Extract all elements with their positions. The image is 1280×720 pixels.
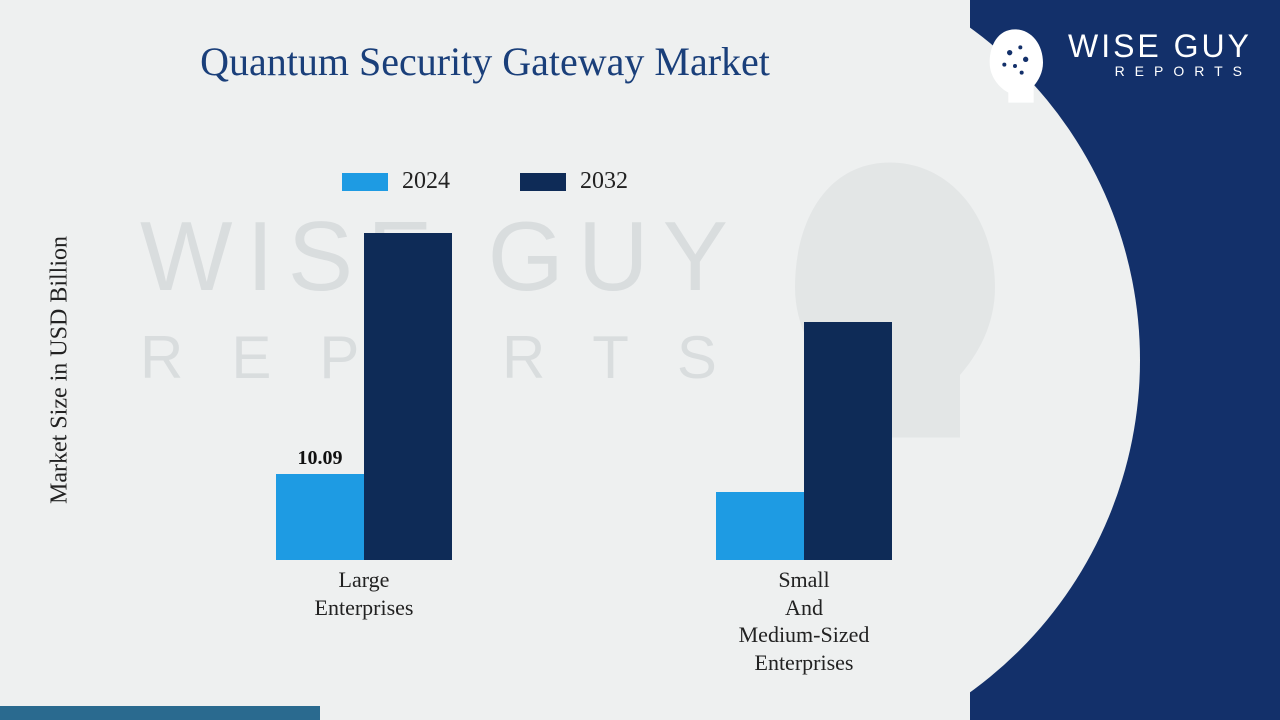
- category-label: Small And Medium-Sized Enterprises: [739, 566, 870, 676]
- plot-area: Large EnterprisesSmall And Medium-Sized …: [110, 220, 940, 560]
- category-label: Large Enterprises: [315, 566, 414, 621]
- chart-title: Quantum Security Gateway Market: [0, 38, 970, 85]
- legend-label-2024: 2024: [402, 168, 450, 195]
- legend: 2024 2032: [0, 168, 970, 195]
- bar-group: [716, 322, 892, 560]
- y-axis-label: Market Size in USD Billion: [47, 236, 74, 504]
- bar-group: [276, 233, 452, 560]
- legend-label-2032: 2032: [580, 168, 628, 195]
- accent-bar: [0, 706, 320, 720]
- bar: [804, 322, 892, 560]
- brand-logo: WISE GUY REPORTS: [1068, 28, 1252, 79]
- logo-head-icon: [980, 26, 1050, 106]
- brand-line1: WISE GUY: [1068, 28, 1252, 65]
- value-label: 10.09: [298, 447, 343, 470]
- bar: [716, 492, 804, 560]
- brand-line2: REPORTS: [1068, 63, 1252, 79]
- bar: [276, 474, 364, 560]
- legend-item-2032: 2032: [520, 168, 628, 195]
- legend-swatch-2032: [520, 173, 566, 191]
- legend-item-2024: 2024: [342, 168, 450, 195]
- legend-swatch-2024: [342, 173, 388, 191]
- chart-canvas: WISE GUY REPORTS WISE GUY REPORTS Quantu…: [0, 0, 1280, 720]
- bar: [364, 233, 452, 560]
